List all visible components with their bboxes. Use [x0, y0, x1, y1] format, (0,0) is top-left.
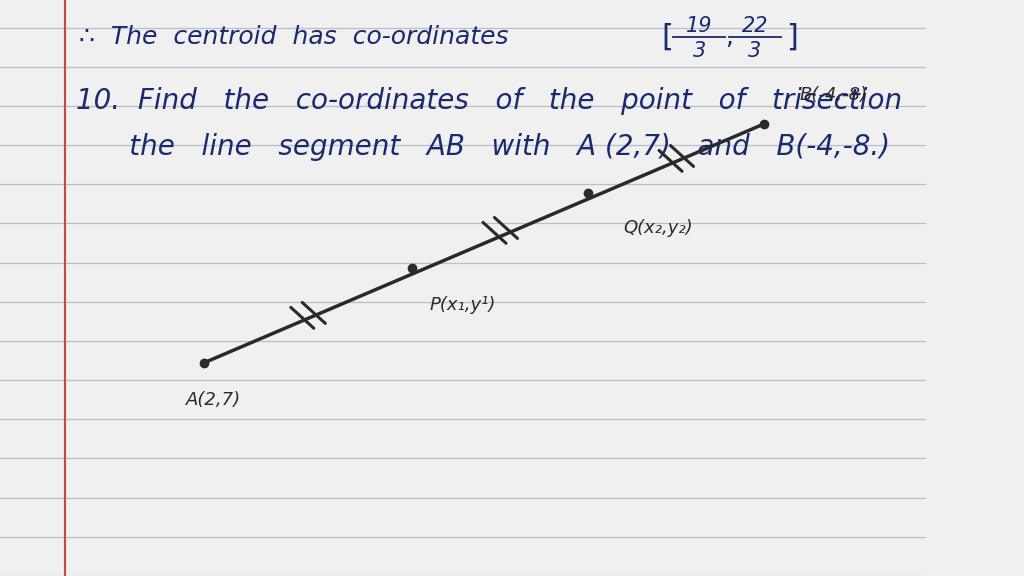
Text: B(-4,-8): B(-4,-8)	[800, 86, 867, 104]
Text: 3: 3	[693, 41, 707, 60]
Text: 22: 22	[741, 16, 768, 36]
Text: 3: 3	[749, 41, 762, 60]
Text: 10.  Find   the   co-ordinates   of   the   point   of   trisection: 10. Find the co-ordinates of the point o…	[76, 87, 902, 115]
Text: A(2,7): A(2,7)	[185, 391, 241, 410]
Text: ,: ,	[725, 25, 733, 50]
Text: ∴  The  centroid  has  co-ordinates: ∴ The centroid has co-ordinates	[79, 25, 508, 50]
Text: Q(x₂,y₂): Q(x₂,y₂)	[623, 218, 692, 237]
Text: [: [	[662, 23, 673, 52]
Text: ]: ]	[786, 23, 798, 52]
Text: 19: 19	[686, 16, 713, 36]
Text: the   line   segment   AB   with   A (2,7)   and   B(-4,-8.): the line segment AB with A (2,7) and B(-…	[76, 133, 890, 161]
Text: P(x₁,y¹): P(x₁,y¹)	[430, 296, 497, 314]
